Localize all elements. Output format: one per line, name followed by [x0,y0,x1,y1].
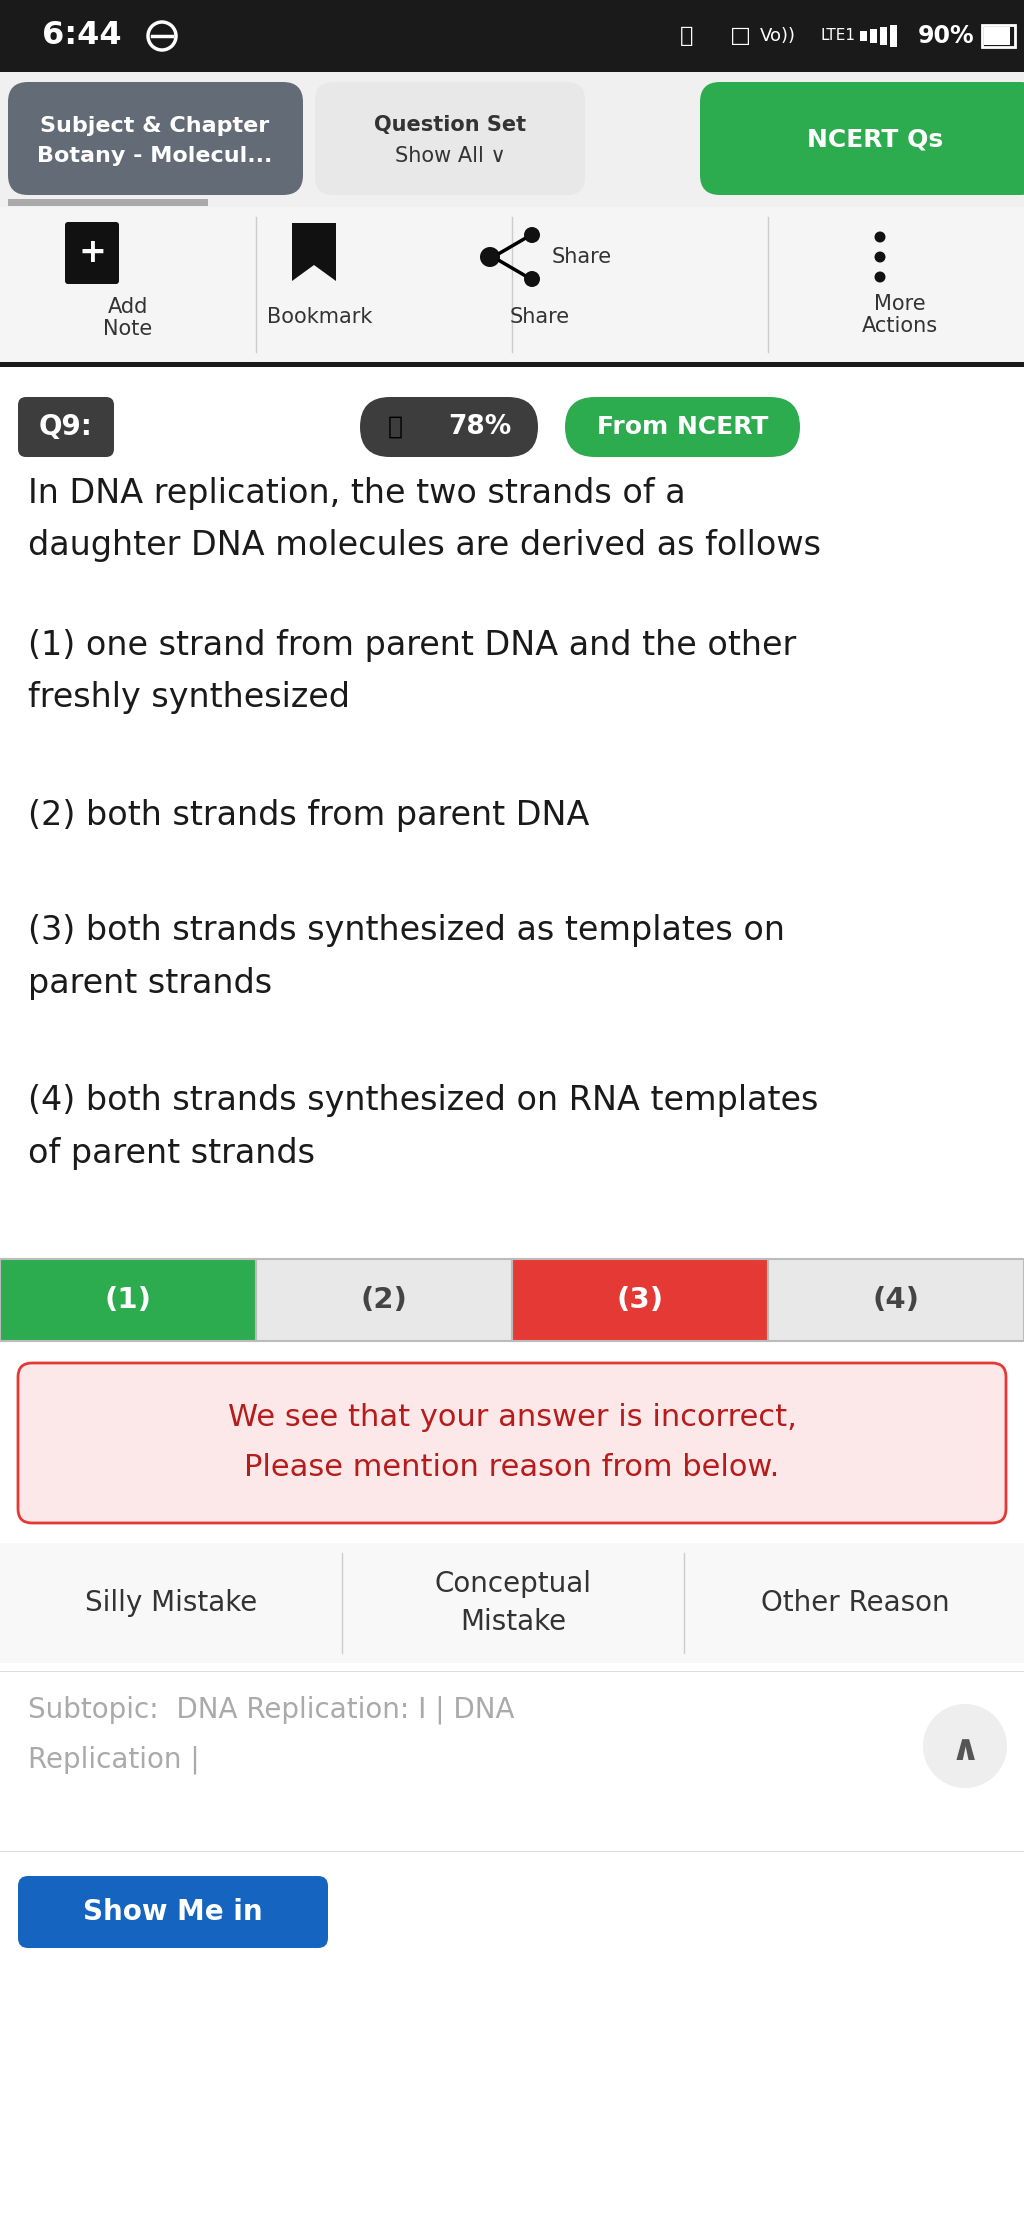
Text: Botany - Molecul...: Botany - Molecul... [37,146,272,166]
FancyBboxPatch shape [700,82,1024,195]
Text: More: More [874,295,926,315]
Bar [8,200,208,206]
Text: Bookmark: Bookmark [267,306,373,326]
Text: (1): (1) [104,1286,152,1313]
Bar [982,24,1015,47]
Text: ∧: ∧ [950,1732,980,1768]
Text: (2) both strands from parent DNA: (2) both strands from parent DNA [28,798,590,832]
FancyBboxPatch shape [360,397,538,457]
Text: Share: Share [510,306,570,326]
Text: (1) one strand from parent DNA and the other
freshly synthesized: (1) one strand from parent DNA and the o… [28,630,797,714]
Bar [512,1260,768,1342]
Circle shape [874,271,886,282]
Circle shape [874,231,886,242]
Text: LTE1: LTE1 [820,29,855,44]
Circle shape [923,1703,1007,1788]
Text: Q9:: Q9: [39,413,93,441]
Bar [0,206,1024,362]
Text: 6:44: 6:44 [42,20,122,51]
Text: 👍: 👍 [387,415,402,439]
FancyBboxPatch shape [18,397,114,457]
Circle shape [524,226,540,244]
FancyBboxPatch shape [65,222,119,284]
Circle shape [524,271,540,286]
Bar [512,1260,768,1342]
Text: Actions: Actions [862,315,938,335]
Bar [768,1260,1024,1342]
FancyBboxPatch shape [8,82,303,195]
Text: 78%: 78% [449,415,512,439]
Circle shape [480,246,500,266]
Text: From NCERT: From NCERT [597,415,769,439]
FancyBboxPatch shape [315,82,585,195]
Bar [256,1260,512,1342]
Text: 90%: 90% [918,24,975,49]
Text: Show Me in: Show Me in [83,1899,263,1925]
Text: We see that your answer is incorrect,: We see that your answer is incorrect, [227,1404,797,1433]
Bar [768,1260,1024,1342]
Bar [0,71,1024,206]
Bar [890,24,897,47]
Text: Replication |: Replication | [28,1746,200,1774]
Text: Subject & Chapter: Subject & Chapter [40,115,269,135]
Text: Add: Add [108,297,148,317]
Bar [984,27,1010,44]
Text: (3) both strands synthesized as templates on
parent strands: (3) both strands synthesized as template… [28,914,785,1000]
Text: NCERT Qs: NCERT Qs [807,126,943,151]
Text: □: □ [730,27,751,47]
Text: Please mention reason from below.: Please mention reason from below. [245,1453,779,1482]
FancyBboxPatch shape [18,1876,328,1947]
Bar [0,1260,256,1342]
FancyBboxPatch shape [18,1364,1006,1524]
Bar [0,366,1024,2218]
Circle shape [874,251,886,262]
Bar [0,1260,256,1342]
Bar [870,29,877,42]
Text: Other Reason: Other Reason [761,1588,949,1617]
Text: (3): (3) [616,1286,664,1313]
Text: Vo)): Vo)) [760,27,796,44]
FancyBboxPatch shape [565,397,800,457]
Text: +: + [78,237,105,271]
Text: Silly Mistake: Silly Mistake [85,1588,257,1617]
Polygon shape [292,224,336,282]
Text: Subtopic:  DNA Replication: I | DNA: Subtopic: DNA Replication: I | DNA [28,1697,514,1726]
Bar [0,1672,1024,1837]
Text: Question Set: Question Set [374,115,526,135]
Text: Show All ∨: Show All ∨ [394,146,506,166]
Text: Share: Share [552,246,612,266]
Bar [0,0,1024,71]
Bar [0,1544,1024,1664]
Bar [880,27,887,44]
Text: In DNA replication, the two strands of a
daughter DNA molecules are derived as f: In DNA replication, the two strands of a… [28,477,821,563]
Text: Note: Note [103,319,153,339]
Text: Conceptual
Mistake: Conceptual Mistake [434,1570,592,1637]
Text: ⏰: ⏰ [680,27,693,47]
Text: (4): (4) [872,1286,920,1313]
Text: (4) both strands synthesized on RNA templates
of parent strands: (4) both strands synthesized on RNA temp… [28,1085,818,1169]
Bar [860,31,867,40]
Text: (2): (2) [360,1286,408,1313]
Bar [0,362,1024,366]
Bar [256,1260,512,1342]
